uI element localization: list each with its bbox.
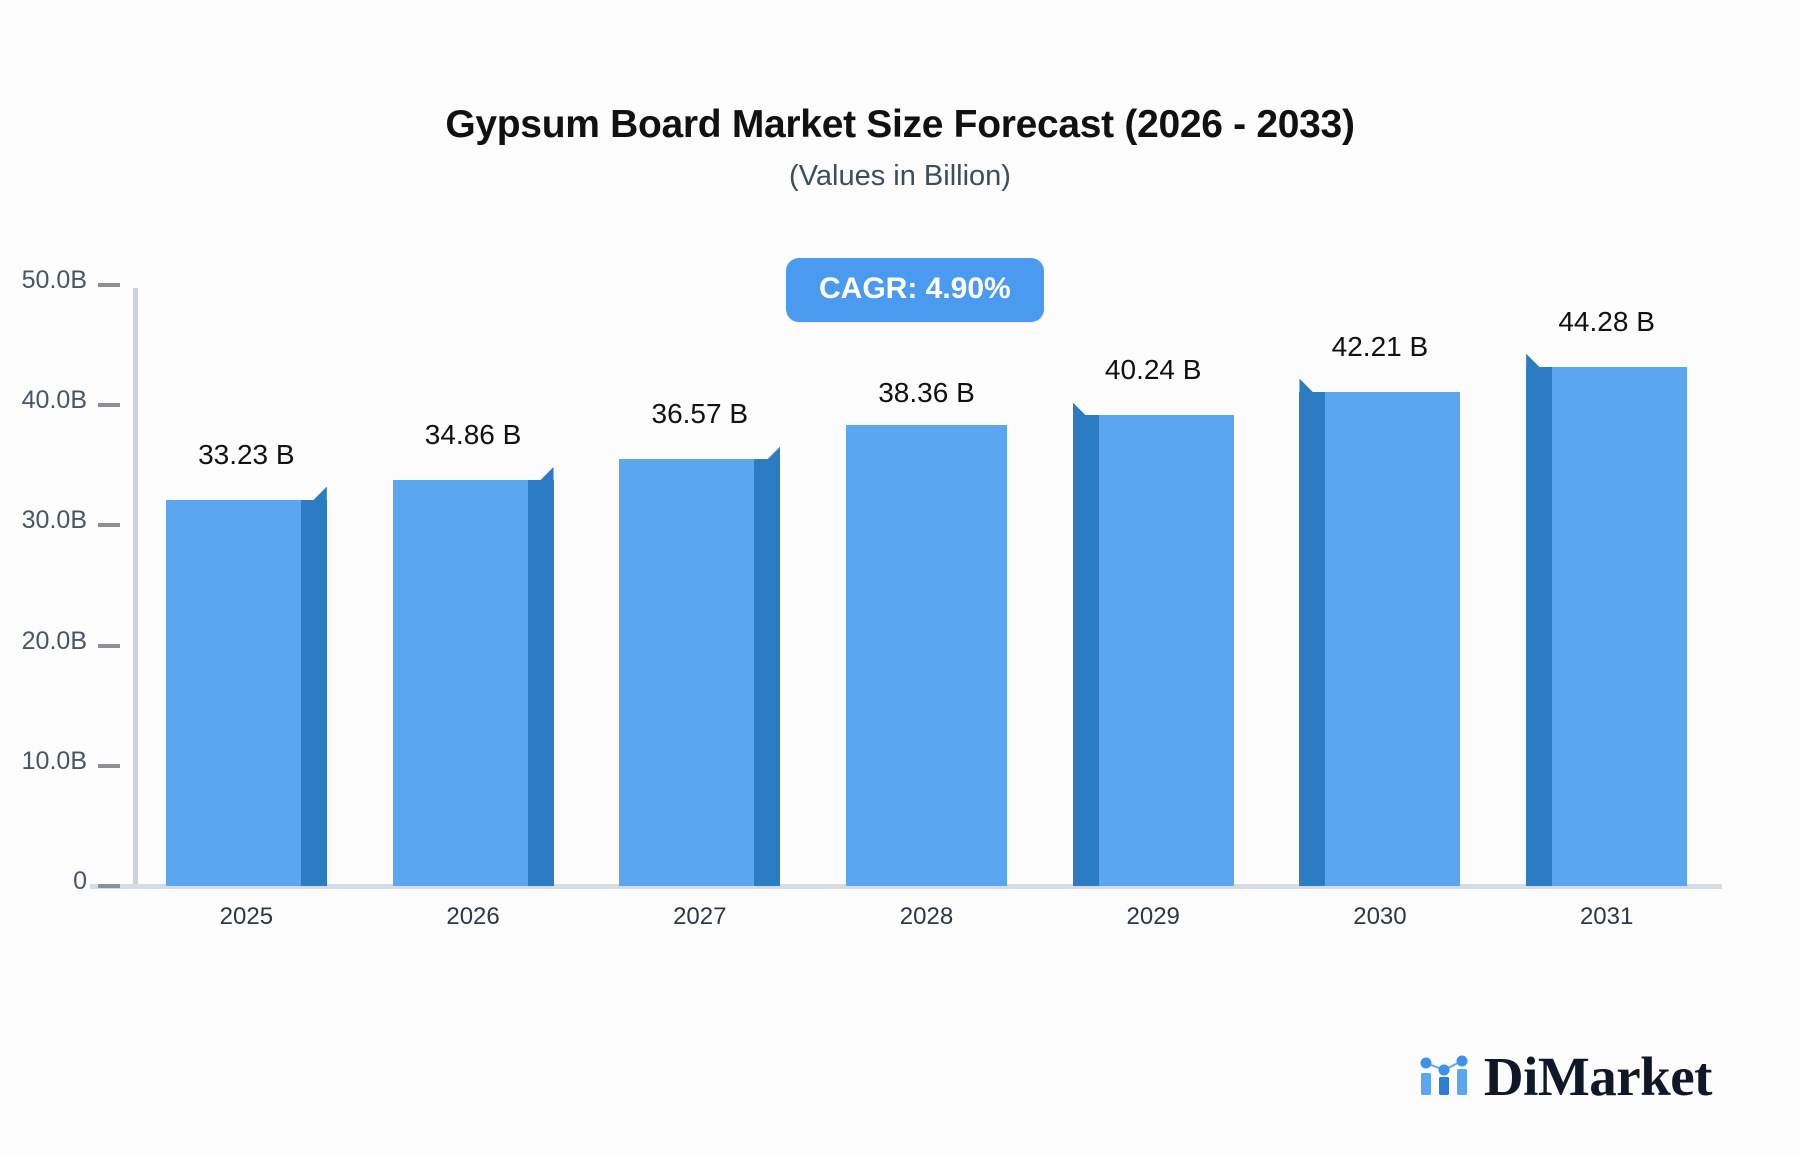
bar[interactable]: 38.36 B <box>846 378 1007 886</box>
bar-side-face <box>1299 391 1326 886</box>
chart-subtitle: (Values in Billion) <box>789 159 1011 192</box>
logo-wordmark: DiMarket <box>1483 1046 1713 1107</box>
y-axis-tick-mark <box>98 283 120 287</box>
x-axis-tick-label: 2031 <box>1579 903 1634 930</box>
bar-front-face <box>619 459 755 886</box>
bar-side-face <box>527 479 554 886</box>
y-axis-tick-label: 0 <box>73 867 87 895</box>
brand-logo: DiMarket <box>1418 1046 1713 1107</box>
bar-value-label: 33.23 B <box>198 438 295 470</box>
y-axis-tick-mark <box>98 763 120 768</box>
y-axis-tick-label: 30.0B <box>21 506 87 535</box>
bar[interactable]: 42.21 B <box>1299 332 1461 886</box>
bar-value-label: 38.36 B <box>878 376 975 408</box>
bar-value-label: 40.24 B <box>1104 354 1202 386</box>
x-axis-tick-label: 2029 <box>1126 903 1180 930</box>
page-title: Gypsum Board Market Size Forecast (2026 … <box>445 103 1355 146</box>
bar-value-label: 44.28 B <box>1558 305 1655 337</box>
x-axis-line <box>90 884 1722 889</box>
bar[interactable]: 36.57 B <box>619 400 781 886</box>
y-axis-tick-label: 20.0B <box>21 626 87 655</box>
bar-chart-trend-icon <box>1418 1051 1470 1102</box>
bar[interactable]: 33.23 B <box>165 440 327 886</box>
y-axis-tick-label: 40.0B <box>21 386 87 415</box>
bar-side-face <box>300 499 327 886</box>
x-axis-tick-label: 2028 <box>899 903 954 930</box>
bar[interactable]: 44.28 B <box>1526 307 1688 886</box>
bar-side-face <box>754 459 781 886</box>
bar-side-face <box>1526 366 1553 886</box>
y-axis-line <box>133 288 138 886</box>
y-axis-tick-mark <box>98 643 120 648</box>
title-block: Gypsum Board Market Size Forecast (2026 … <box>0 103 1800 193</box>
bar-value-label: 36.57 B <box>651 398 749 430</box>
x-axis-tick-label: 2026 <box>446 903 500 930</box>
plot-area: 33.23 B 34.86 B 36.57 B 38.36 B 40.24 B 42.21… <box>133 285 1720 886</box>
bar[interactable]: 34.86 B <box>392 420 554 886</box>
x-axis-tick-label: 2027 <box>673 903 727 930</box>
bar-front-face <box>165 499 301 886</box>
x-axis-tick-label: 2030 <box>1353 903 1407 930</box>
bar-front-face <box>1552 366 1688 886</box>
y-axis-tick-mark <box>98 884 120 888</box>
bar[interactable]: 40.24 B <box>1072 356 1234 886</box>
bar-front-face <box>1325 391 1461 886</box>
bar-front-face <box>1098 415 1234 886</box>
bar-front-face <box>392 479 528 886</box>
bar-value-label: 34.86 B <box>424 418 522 450</box>
y-axis-tick-label: 10.0B <box>21 746 87 775</box>
cagr-badge: CAGR: 4.90% <box>786 258 1044 322</box>
bar-value-label: 42.21 B <box>1331 330 1429 362</box>
y-axis-tick-mark <box>98 523 120 528</box>
y-axis-tick-label: 50.0B <box>21 266 87 294</box>
bar-front-face <box>846 424 1007 886</box>
y-axis-tick-mark <box>98 403 120 408</box>
x-axis-tick-label: 2025 <box>219 903 274 930</box>
bar-side-face <box>1072 415 1099 886</box>
